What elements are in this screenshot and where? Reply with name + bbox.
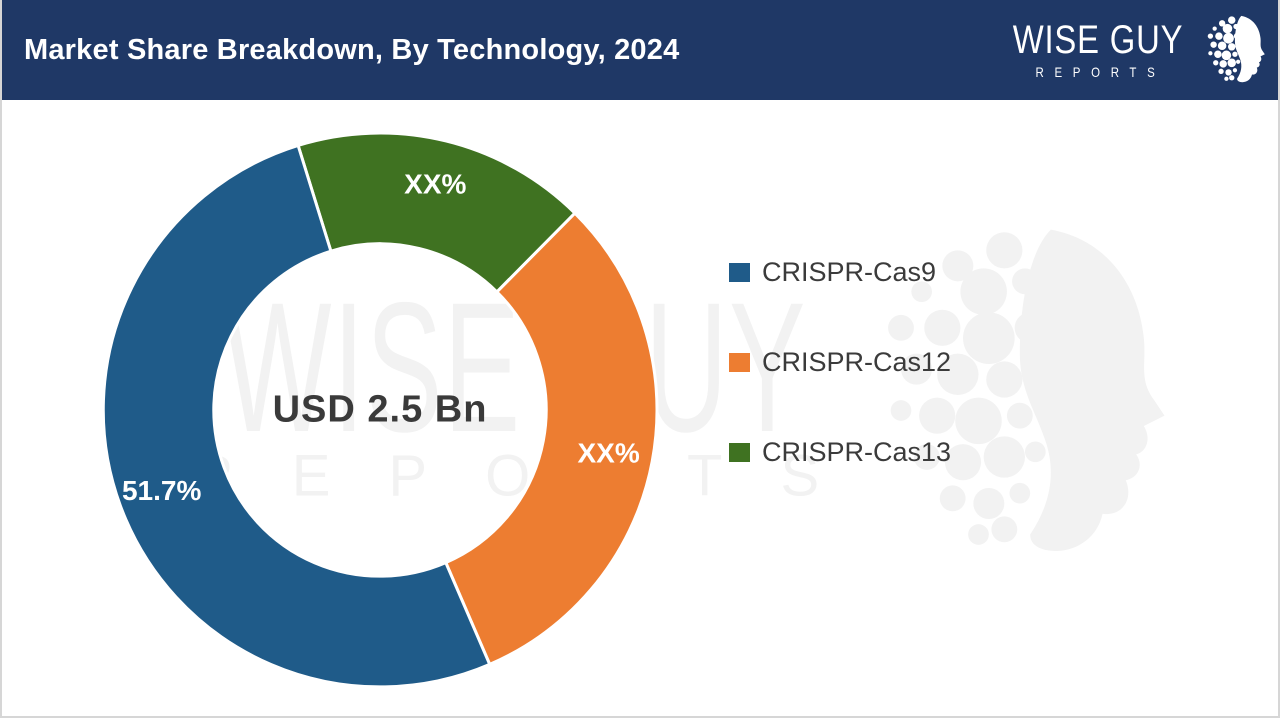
legend-label: CRISPR-Cas9 bbox=[762, 257, 937, 287]
watermark-brain-head-icon bbox=[888, 229, 1165, 551]
header-bar: Market Share Breakdown, By Technology, 2… bbox=[0, 0, 1280, 100]
pie-slice-crispr-cas9 bbox=[101, 143, 492, 689]
legend-swatch bbox=[729, 262, 750, 282]
chart-legend: CRISPR-Cas9 CRISPR-Cas12 CRISPR-Cas13 bbox=[729, 256, 951, 526]
brand-subtitle: REPORTS bbox=[1035, 64, 1166, 80]
donut-center-total: USD 2.5 Bn bbox=[272, 388, 488, 431]
legend-swatch bbox=[729, 442, 750, 462]
brand-text: WISE GUY REPORTS bbox=[1013, 20, 1184, 80]
legend-label: CRISPR-Cas13 bbox=[762, 437, 952, 467]
legend-swatch bbox=[729, 352, 750, 372]
slice-label-crispr-cas12: XX% bbox=[577, 438, 639, 469]
slice-label-crispr-cas13: XX% bbox=[404, 169, 466, 200]
legend-item-crispr-cas12: CRISPR-Cas12 bbox=[729, 346, 951, 378]
chart-area: WISE GUY REPORTS XX%XX%51.7% USD 2.5 Bn … bbox=[0, 100, 1280, 720]
legend-item-crispr-cas9: CRISPR-Cas9 bbox=[729, 256, 951, 288]
brand-name: WISE GUY bbox=[1012, 18, 1184, 62]
page-title: Market Share Breakdown, By Technology, 2… bbox=[24, 33, 680, 66]
legend-item-crispr-cas13: CRISPR-Cas13 bbox=[729, 436, 951, 468]
watermark-reports-text: REPORTS bbox=[163, 443, 877, 510]
pie-slice-crispr-cas13 bbox=[296, 131, 577, 294]
brand-logo: WISE GUY REPORTS bbox=[994, 10, 1268, 90]
brain-head-icon bbox=[1207, 15, 1265, 83]
slice-label-crispr-cas9: 51.7% bbox=[122, 475, 201, 506]
pie-slice-crispr-cas12 bbox=[444, 211, 659, 666]
legend-label: CRISPR-Cas12 bbox=[762, 347, 952, 377]
donut-chart: XX% XX% 51.7% bbox=[101, 131, 659, 689]
